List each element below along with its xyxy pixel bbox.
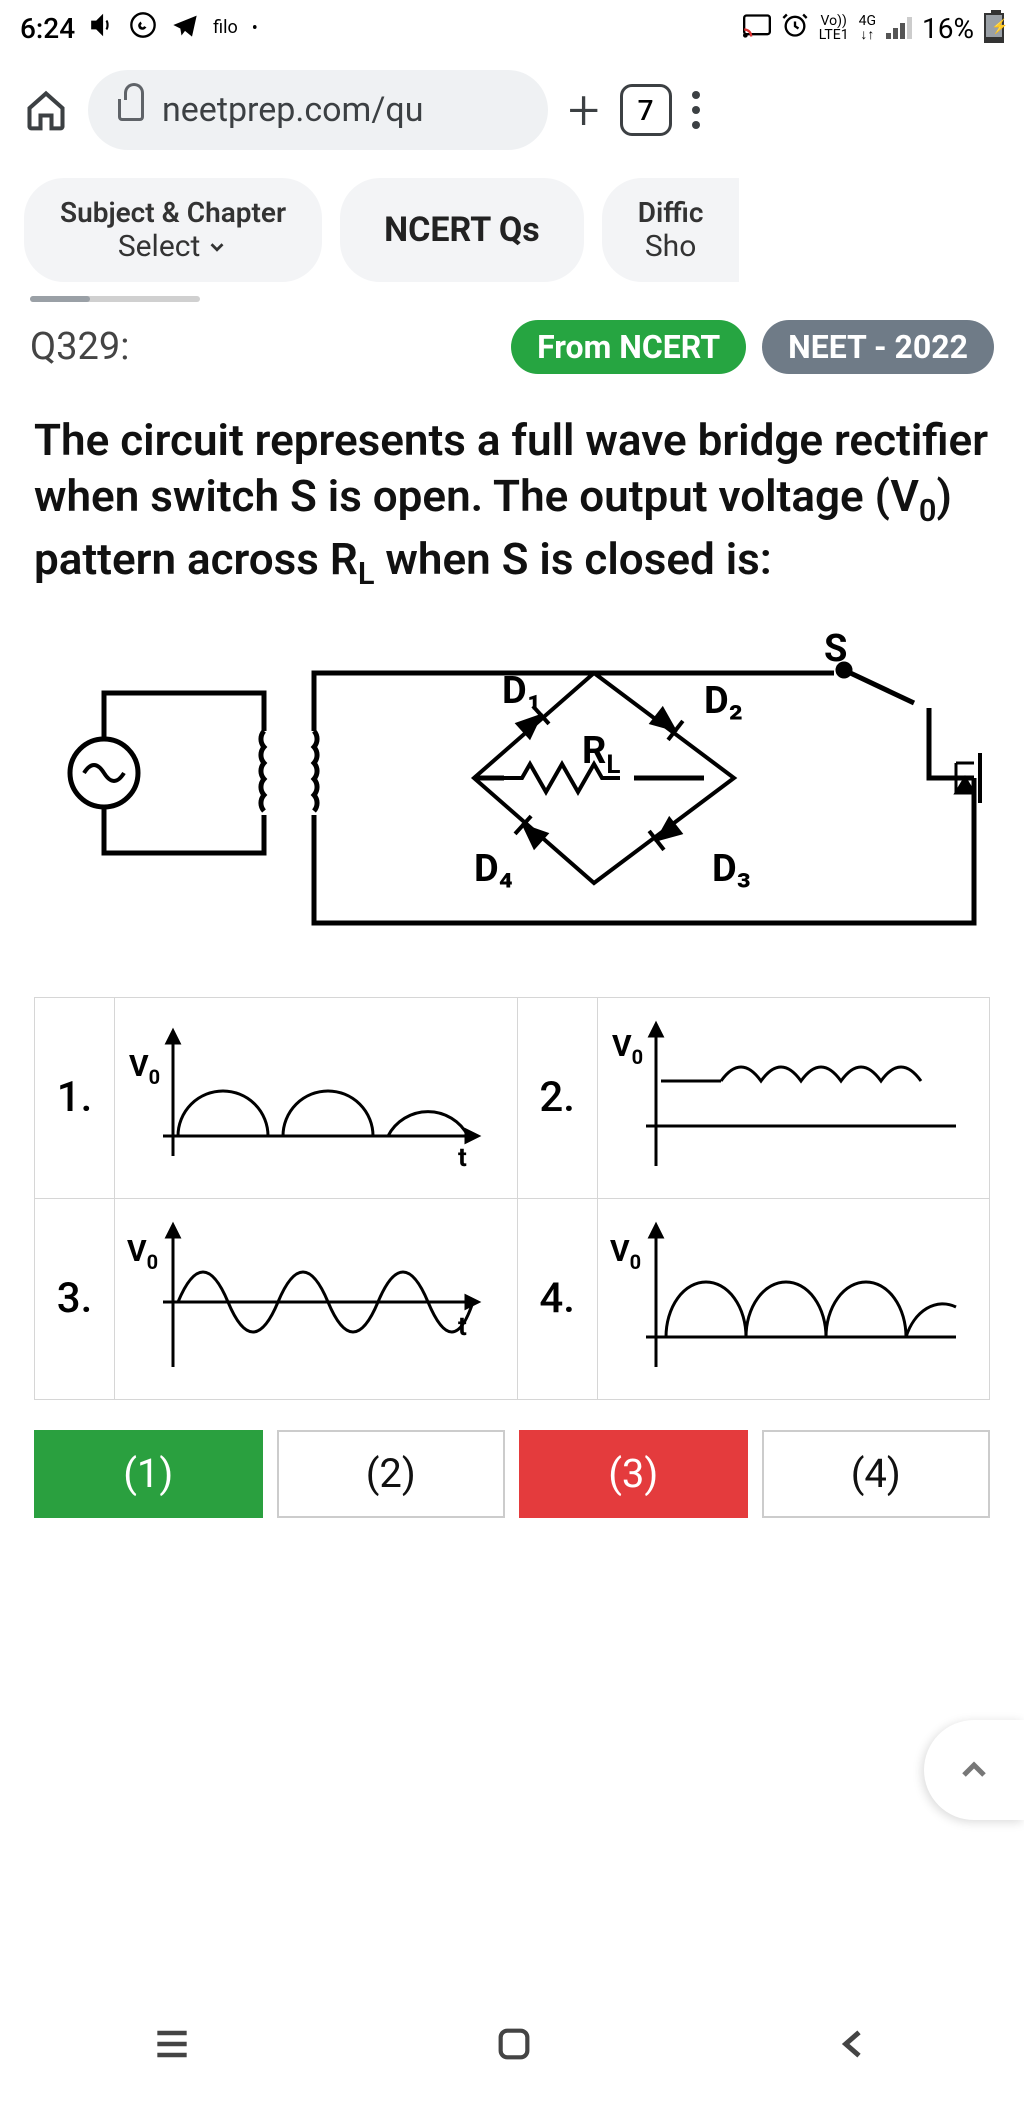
- telegram-icon: [171, 11, 199, 46]
- tab-count[interactable]: 7: [620, 84, 672, 136]
- signal-icon: [886, 17, 912, 39]
- badge-ncert: From NCERT: [511, 320, 746, 374]
- label-D3: D₃: [712, 847, 751, 891]
- answer-3[interactable]: (3): [519, 1430, 748, 1518]
- battery-icon: ⚡: [984, 13, 1004, 43]
- app-label: filo: [213, 19, 238, 37]
- whatsapp-icon: [129, 11, 157, 46]
- android-status-bar: 6:24 filo • Vo)) LTE1 4G ↓↑ 16%: [0, 0, 1024, 56]
- url-bar[interactable]: neetprep.com/qu: [88, 70, 548, 150]
- svg-text:V0: V0: [610, 1234, 641, 1274]
- label-S: S: [824, 627, 847, 671]
- chip-ncert[interactable]: NCERT Qs: [340, 178, 584, 282]
- option-2-num[interactable]: 2.: [517, 997, 597, 1198]
- cast-icon: [743, 12, 771, 45]
- dot-icon: •: [252, 18, 258, 39]
- svg-text:V0: V0: [127, 1234, 158, 1274]
- option-3-graph: V0 t: [115, 1198, 518, 1399]
- battery-pct: 16%: [922, 12, 974, 45]
- answer-row: (1) (2) (3) (4): [0, 1400, 1024, 1528]
- url-text: neetprep.com/qu: [162, 90, 423, 130]
- label-D2: D₂: [704, 679, 743, 723]
- new-tab-icon[interactable]: +: [568, 77, 600, 143]
- browser-toolbar: neetprep.com/qu + 7: [0, 56, 1024, 164]
- label-D1: D₁: [502, 669, 541, 713]
- network-gen: 4G ↓↑: [859, 14, 876, 42]
- option-2-graph: V0: [597, 997, 989, 1198]
- answer-2[interactable]: (2): [277, 1430, 506, 1518]
- question-header: Q329: From NCERT NEET - 2022: [0, 308, 1024, 382]
- label-D4: D₄: [474, 847, 513, 891]
- home-nav-icon[interactable]: [494, 2023, 534, 2075]
- badge-year: NEET - 2022: [762, 320, 994, 374]
- option-3-num[interactable]: 3.: [35, 1198, 115, 1399]
- home-icon[interactable]: [24, 88, 68, 132]
- volume-icon: [89, 12, 115, 45]
- chip-difficulty[interactable]: Diffic Sho: [602, 178, 740, 282]
- options-table: 1. V0 t 2. V0 3.: [34, 997, 990, 1400]
- scroll-top-fab[interactable]: [924, 1720, 1024, 1820]
- svg-text:V0: V0: [612, 1029, 643, 1069]
- lock-icon: [118, 99, 144, 121]
- svg-text:V0: V0: [129, 1049, 160, 1089]
- network-label: Vo)) LTE1: [819, 14, 849, 42]
- circuit-diagram: S D₁ D₂ D₃ D₄ RL: [0, 603, 1024, 977]
- question-text: The circuit represents a full wave bridg…: [0, 382, 1024, 603]
- option-4-num[interactable]: 4.: [517, 1198, 597, 1399]
- label-RL: RL: [582, 729, 620, 780]
- svg-text:t: t: [458, 1312, 467, 1342]
- svg-text:t: t: [458, 1143, 467, 1173]
- menu-icon[interactable]: [692, 91, 700, 129]
- answer-1[interactable]: (1): [34, 1430, 263, 1518]
- clock: 6:24: [20, 12, 75, 45]
- question-number: Q329:: [30, 325, 129, 369]
- option-4-graph: V0: [597, 1198, 989, 1399]
- android-nav-bar: [0, 1994, 1024, 2104]
- scroll-indicator: [30, 296, 200, 302]
- option-1-graph: V0 t: [115, 997, 518, 1198]
- chip-subject[interactable]: Subject & Chapter Select: [24, 178, 322, 282]
- recents-icon[interactable]: [150, 2022, 194, 2077]
- back-icon[interactable]: [834, 2023, 874, 2075]
- answer-4[interactable]: (4): [762, 1430, 991, 1518]
- filter-row: Subject & Chapter Select NCERT Qs Diffic…: [0, 164, 1024, 296]
- alarm-icon: [781, 11, 809, 46]
- option-1-num[interactable]: 1.: [35, 997, 115, 1198]
